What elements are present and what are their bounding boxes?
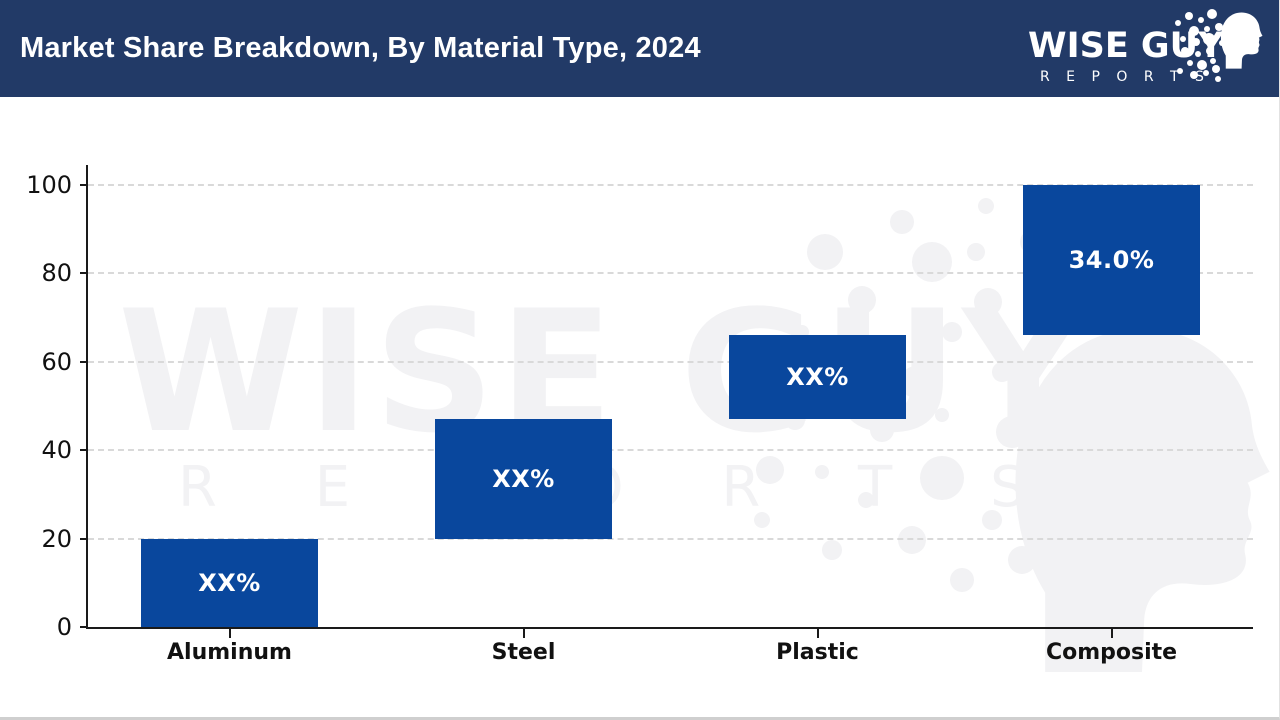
gridline-100 [88, 184, 1253, 186]
y-tick-label-40: 40 [41, 436, 72, 465]
gridline-60 [88, 360, 1253, 363]
chart-title: Market Share Breakdown, By Material Type… [20, 32, 701, 64]
gridline-40 [88, 449, 1253, 452]
x-tick-label-composite: Composite [1045, 640, 1178, 665]
y-tick-100 [80, 184, 88, 186]
watermark-head-profile-icon [1015, 328, 1270, 672]
x-tick-label-aluminum: Aluminum [167, 640, 292, 665]
x-tick-aluminum [228, 629, 231, 638]
y-tick-80 [80, 272, 88, 275]
x-tick-label-plastic: Plastic [776, 640, 859, 665]
y-tick-label-60: 60 [41, 347, 72, 376]
y-tick-20 [80, 537, 88, 540]
x-tick-composite [1110, 629, 1113, 638]
header-band: Market Share Breakdown, By Material Type… [0, 0, 1279, 97]
x-tick-plastic [816, 629, 819, 638]
bar-aluminum: XX% [141, 538, 318, 627]
logo-subtext: R E P O R T S [1040, 69, 1210, 85]
y-tick-label-0: 0 [56, 613, 72, 641]
gridline-80 [88, 272, 1253, 275]
bar-label-composite: 34.0% [1068, 246, 1155, 275]
y-tick-60 [80, 360, 88, 363]
x-axis-spine [86, 627, 1253, 629]
plot-area: WISE GUY R E P O R T S [0, 97, 1279, 717]
bar-label-aluminum: XX% [198, 568, 261, 597]
y-tick-40 [80, 449, 88, 452]
y-axis-spine [86, 165, 88, 629]
x-tick-steel [522, 629, 525, 638]
x-tick-label-steel: Steel [491, 640, 556, 665]
y-tick-label-100: 100 [26, 171, 72, 199]
bar-label-steel: XX% [492, 464, 555, 493]
logo-head-profile-icon [1220, 11, 1263, 69]
bar-plastic: XX% [729, 335, 906, 420]
bar-label-plastic: XX% [786, 363, 849, 392]
bar-steel: XX% [435, 419, 612, 539]
y-tick-label-20: 20 [41, 524, 72, 553]
y-tick-0 [80, 626, 88, 628]
gridline-20 [88, 537, 1253, 540]
wise-guy-reports-logo: WISE GUY R E P O R T S [1028, 8, 1263, 85]
y-tick-label-80: 80 [41, 259, 72, 288]
bar-composite: 34.0% [1023, 185, 1200, 336]
watermark-subtext: R E P O R T S [178, 455, 1066, 520]
